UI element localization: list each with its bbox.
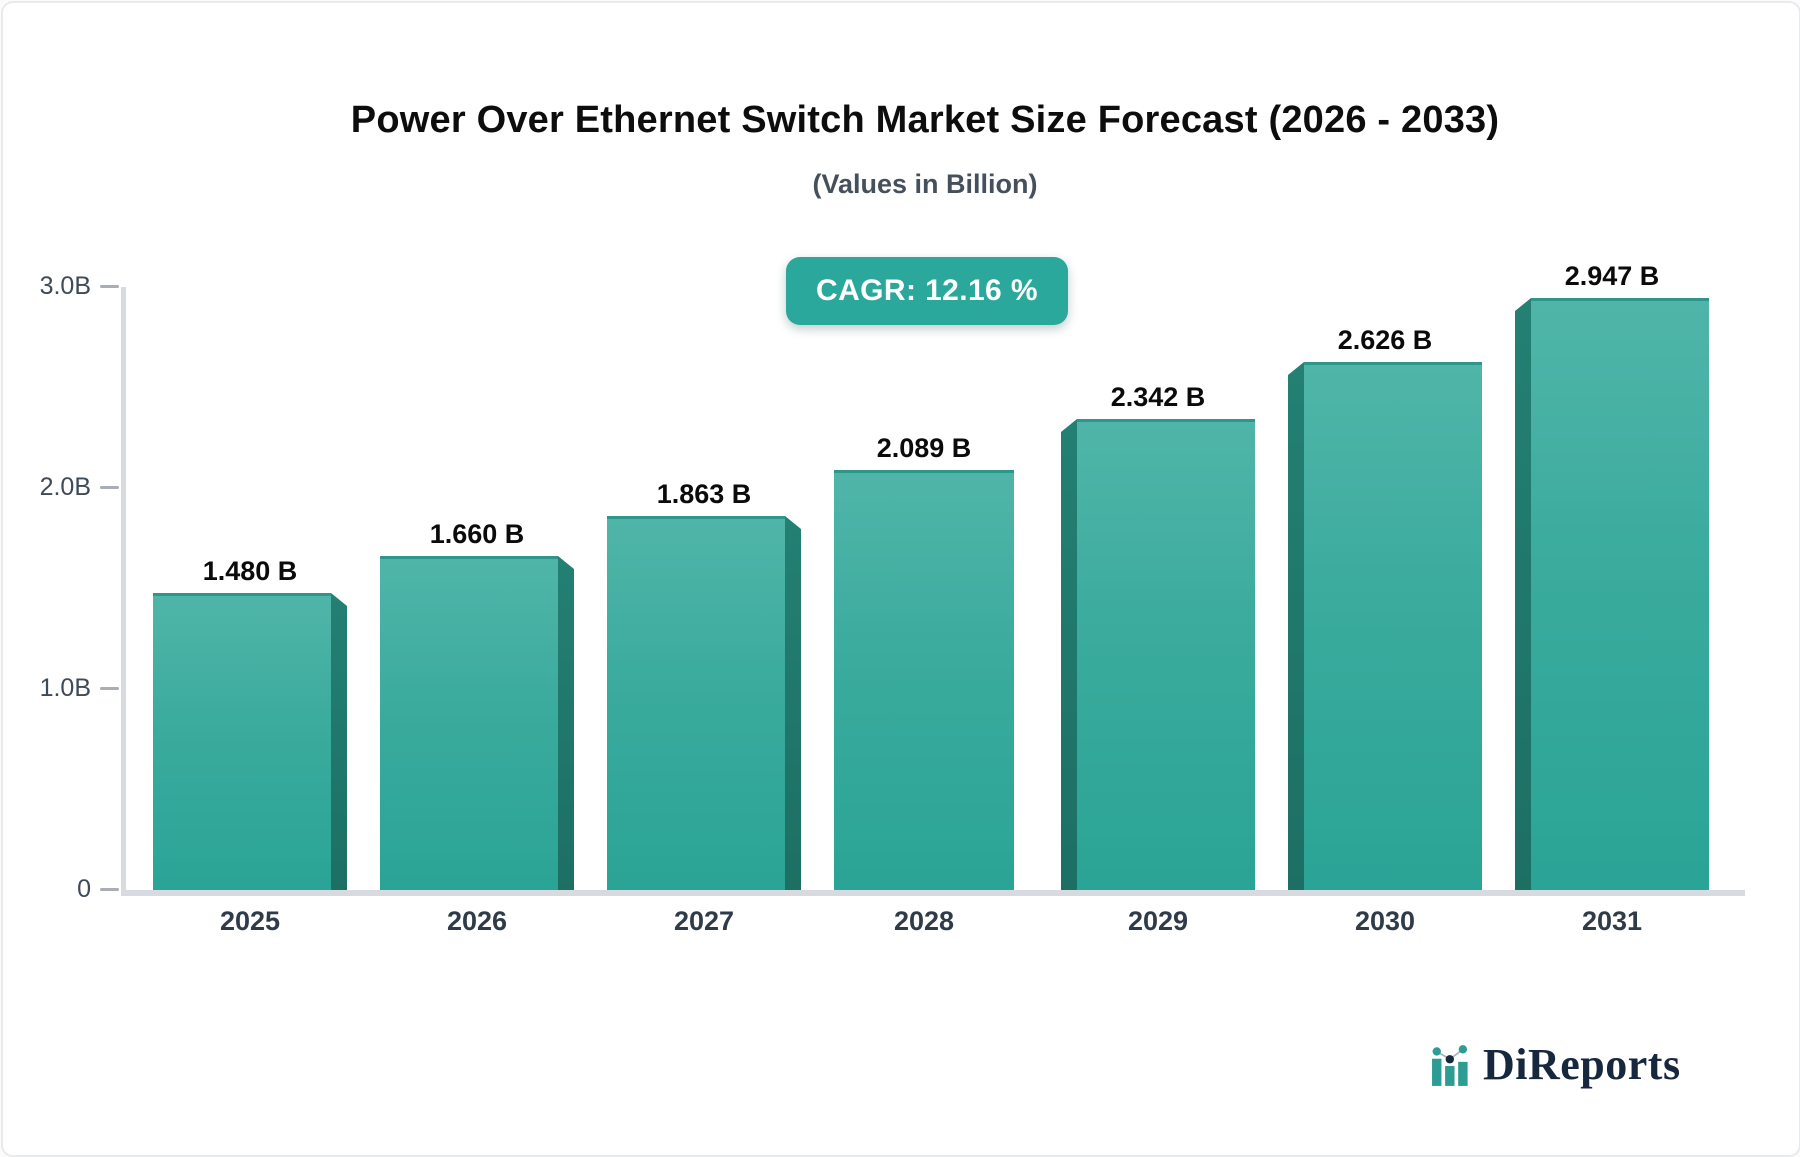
chart-subtitle: (Values in Billion): [812, 169, 1038, 199]
bar-3d-side: [785, 516, 801, 890]
y-tick-mark: [100, 888, 119, 891]
bar-2029: [1077, 419, 1255, 890]
x-axis-label: 2030: [1354, 906, 1416, 936]
x-axis-label: 2029: [1127, 906, 1189, 936]
x-axis-label: 2025: [219, 906, 281, 936]
bar-3d-side: [1288, 362, 1304, 890]
y-tick-mark: [100, 285, 119, 288]
bar-value-label: 2.947 B: [1564, 261, 1660, 291]
bar-value-label: 1.660 B: [429, 519, 525, 549]
x-axis-label: 2026: [446, 906, 508, 936]
x-axis-line: [121, 890, 1745, 896]
y-tick-label: 0: [77, 875, 91, 903]
bar-3d-side: [1061, 419, 1077, 890]
x-axis-label: 2028: [893, 906, 955, 936]
bar-3d-side: [331, 593, 347, 890]
bar-value-label: 1.480 B: [202, 556, 298, 586]
y-tick-label: 3.0B: [39, 272, 91, 300]
logo-text: DiReports: [1483, 1040, 1681, 1089]
chart-title: Power Over Ethernet Switch Market Size F…: [350, 99, 1500, 141]
cagr-badge: CAGR: 12.16 %: [786, 257, 1068, 325]
direports-logo: DiReports: [1431, 1039, 1681, 1090]
x-axis-label: 2027: [673, 906, 735, 936]
y-tick-mark: [100, 687, 119, 690]
bar-2031: [1531, 298, 1709, 890]
bar-value-label: 2.626 B: [1337, 325, 1433, 355]
mini-bar-chart-icon: [1432, 1044, 1468, 1086]
bar-2026: [380, 556, 558, 890]
bar-value-label: 2.089 B: [876, 433, 972, 463]
y-tick-mark: [100, 486, 119, 489]
bar-value-label: 2.342 B: [1110, 382, 1206, 412]
bar-value-label: 1.863 B: [656, 479, 752, 509]
x-axis-label: 2031: [1581, 906, 1643, 936]
y-axis-line: [121, 287, 126, 896]
bar-2028: [834, 470, 1014, 890]
bar-2027: [607, 516, 785, 890]
y-tick-label: 2.0B: [39, 473, 91, 501]
y-tick-label: 1.0B: [39, 674, 91, 702]
bar-3d-side: [558, 556, 574, 890]
bar-2030: [1304, 362, 1482, 890]
bar-2025: [153, 593, 331, 890]
bar-3d-side: [1515, 298, 1531, 890]
